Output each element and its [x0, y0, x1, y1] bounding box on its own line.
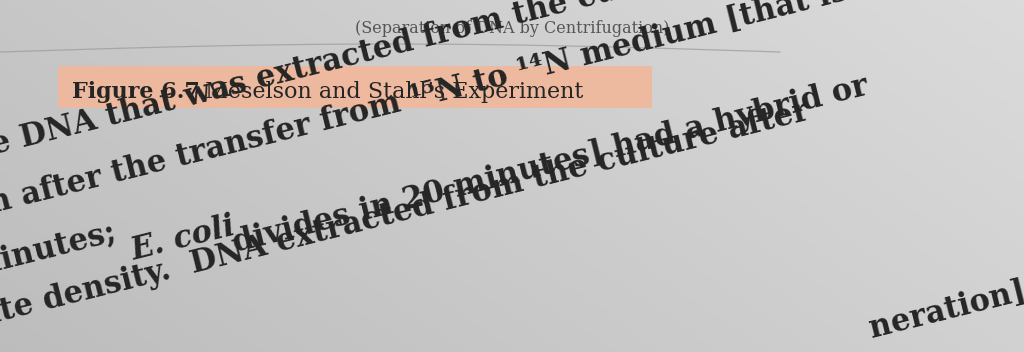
Text: minutes;: minutes; [0, 214, 130, 283]
Text: Meselson and Stahl’s Experiment: Meselson and Stahl’s Experiment [198, 81, 584, 103]
Text: he DNA that was extracted from the culture one: he DNA that was extracted from the cultu… [0, 0, 772, 167]
Text: on after the transfer from ¹⁵N to ¹⁴N medium [that is: on after the transfer from ¹⁵N to ¹⁴N me… [0, 0, 851, 225]
Text: neration] was: neration] was [866, 258, 1024, 345]
Text: divides in 20 minutes] had a hybrid or: divides in 20 minutes] had a hybrid or [229, 71, 871, 259]
Text: (Separation of DNA by Centrifugation): (Separation of DNA by Centrifugation) [354, 20, 670, 37]
FancyBboxPatch shape [58, 66, 652, 108]
Text: E. coli: E. coli [128, 211, 240, 267]
Text: Figure 6.7: Figure 6.7 [72, 81, 200, 103]
Text: ıate density.  DNA extracted from the culture after: ıate density. DNA extracted from the cul… [0, 96, 812, 335]
